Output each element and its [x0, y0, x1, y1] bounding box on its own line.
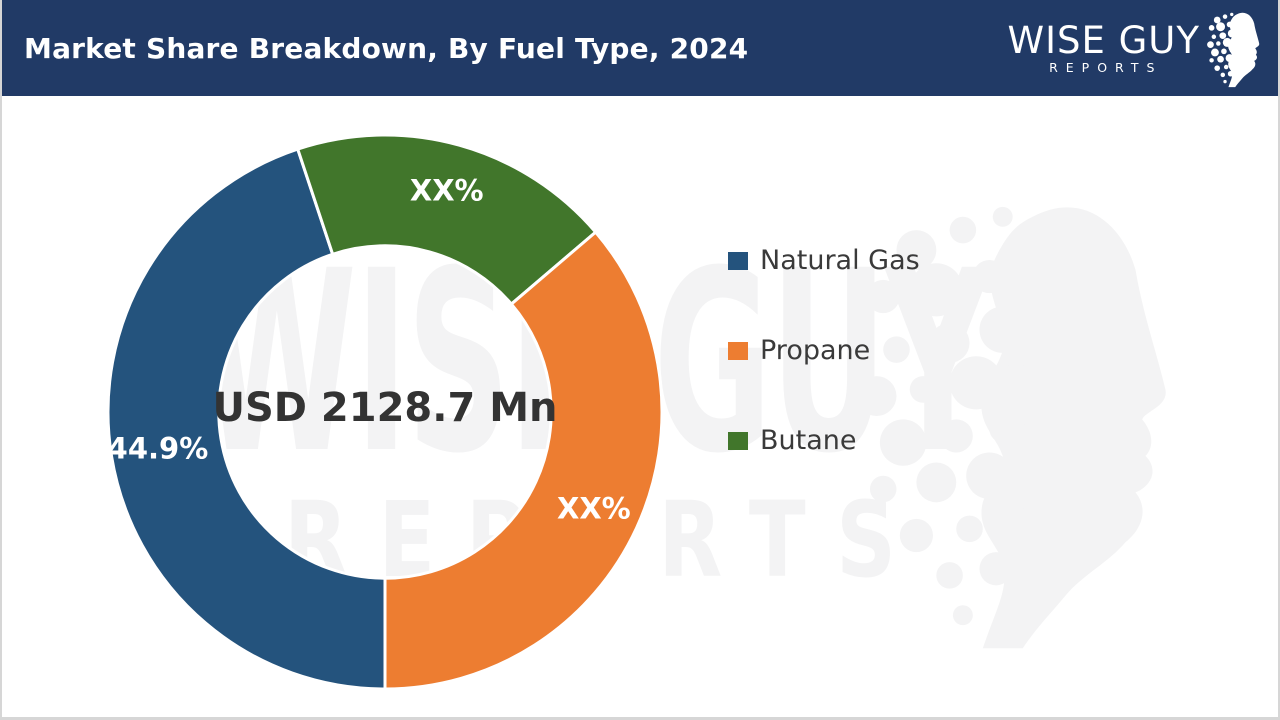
pie-slice-propane	[383, 230, 664, 691]
wise-guy-reports-logo: WISE GUY REPORTS	[1008, 8, 1262, 88]
header-bar: Market Share Breakdown, By Fuel Type, 20…	[2, 0, 1278, 96]
slice-label-natural-gas: 44.9%	[108, 432, 209, 466]
chart-center-value: USD 2128.7 Mn	[212, 385, 558, 431]
slice-label-butane: XX%	[410, 173, 484, 207]
donut-chart: 44.9% XX% XX%	[106, 133, 664, 691]
chart-legend: Natural Gas Propane Butane	[728, 247, 920, 454]
slice-label-propane: XX%	[557, 491, 631, 525]
legend-label: Natural Gas	[760, 245, 920, 276]
legend-label: Propane	[760, 335, 871, 366]
pie-slice-natural-gas	[106, 147, 387, 691]
legend-item-butane: Butane	[728, 427, 920, 454]
logo-text: WISE GUY REPORTS	[1008, 22, 1200, 75]
legend-swatch	[728, 431, 748, 450]
page-title: Market Share Breakdown, By Fuel Type, 20…	[24, 31, 749, 65]
legend-item-propane: Propane	[728, 337, 920, 364]
legend-swatch	[728, 251, 748, 270]
legend-swatch	[728, 341, 748, 360]
legend-label: Butane	[760, 425, 857, 456]
legend-item-natural-gas: Natural Gas	[728, 247, 920, 274]
face-profile-logo-icon	[1206, 8, 1262, 88]
pie-slice-butane	[296, 133, 598, 306]
logo-sub-text: REPORTS	[1049, 59, 1163, 75]
logo-brand-text: WISE GUY	[1007, 18, 1200, 62]
